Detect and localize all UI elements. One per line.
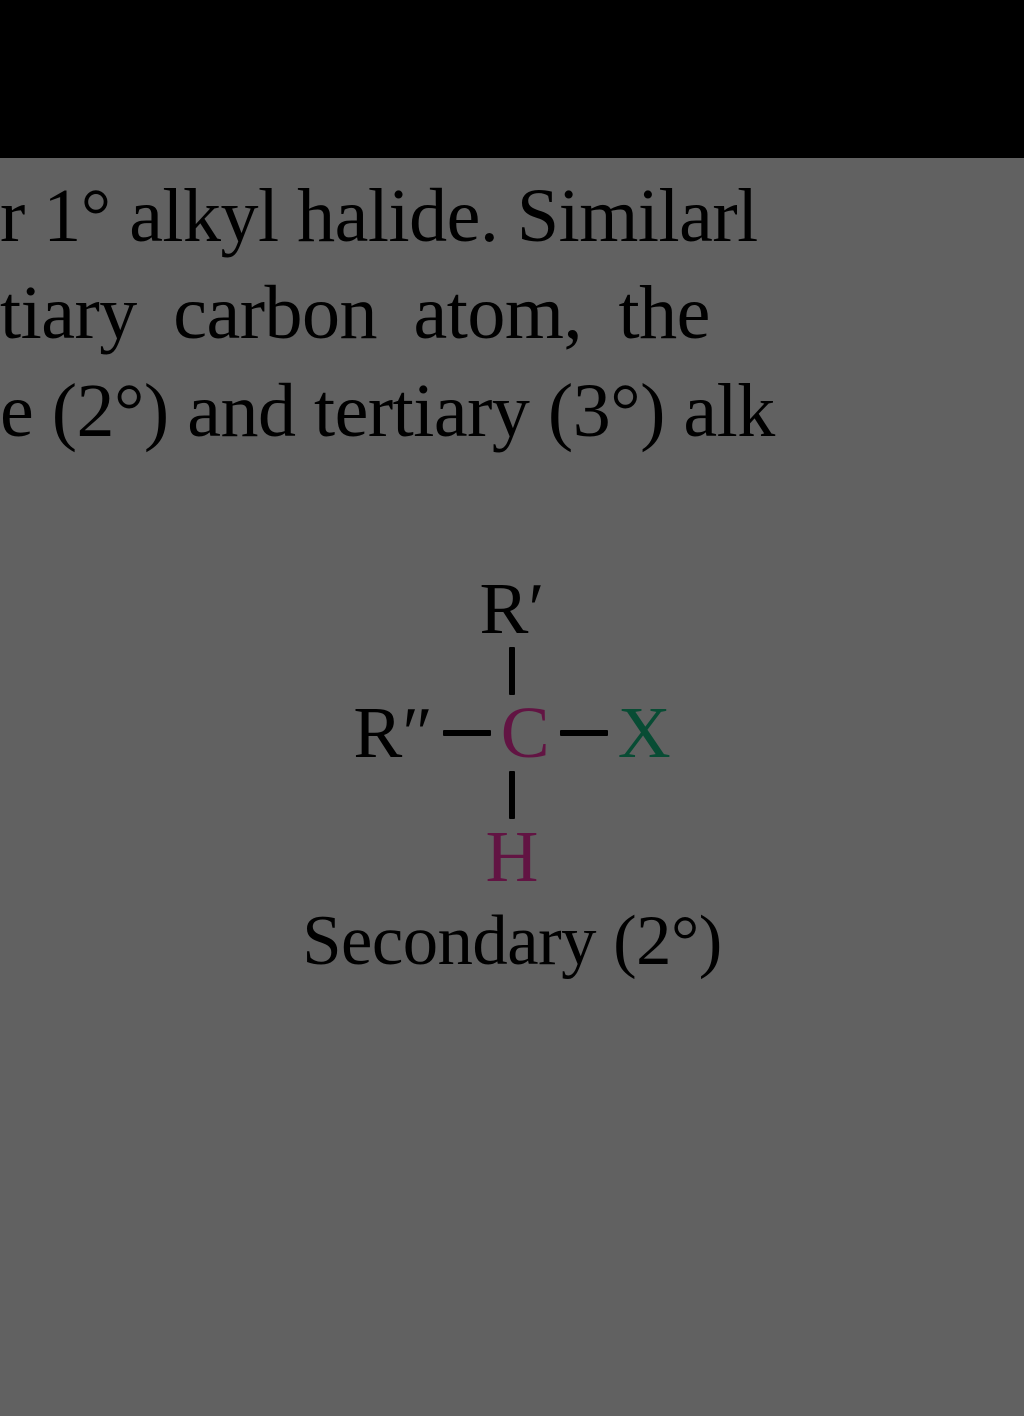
structure-caption: Secondary (2°) [0, 901, 1024, 982]
substituent-top: R′ [480, 567, 545, 651]
text-line-2: tiary carbon atom, the [0, 265, 1024, 362]
hydrogen-bottom: H [486, 815, 539, 899]
bond-bottom [509, 771, 515, 819]
atom-grid: R′ R″ C X [353, 573, 670, 893]
top-black-bar [0, 0, 1024, 158]
substituent-left: R″ [353, 691, 432, 775]
bond-top [509, 647, 515, 695]
bond-right [560, 730, 608, 736]
content-area: r 1° alkyl halide. Similarl tiary carbon… [0, 158, 1024, 1416]
text-line-3: e (2°) and tertiary (3°) alk [0, 363, 1024, 460]
bond-left [443, 730, 491, 736]
carbon-center: C [501, 691, 550, 775]
text-line-1: r 1° alkyl halide. Similarl [0, 168, 1024, 265]
halogen-right: X [618, 691, 671, 775]
stage: r 1° alkyl halide. Similarl tiary carbon… [0, 0, 1024, 1416]
molecule-structure: R′ R″ C X [0, 573, 1024, 982]
paragraph-fragment: r 1° alkyl halide. Similarl tiary carbon… [0, 168, 1024, 460]
